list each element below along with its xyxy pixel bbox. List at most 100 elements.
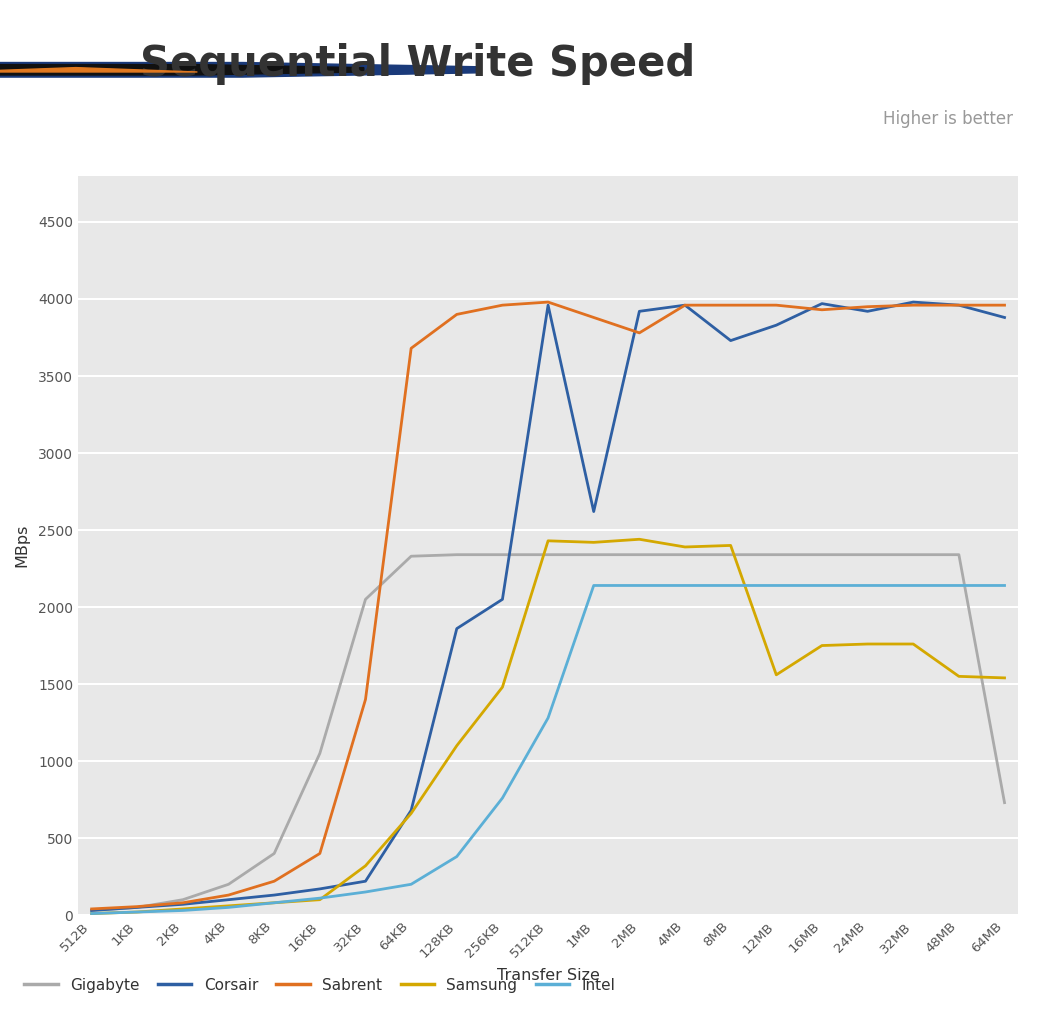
- Corsair: [451, 622, 463, 635]
- Sabrent: [907, 299, 920, 311]
- Text: Higher is better: Higher is better: [883, 111, 1013, 128]
- Intel: [131, 906, 143, 918]
- Intel: [177, 905, 189, 917]
- Intel: [953, 579, 965, 591]
- Samsung: [724, 540, 737, 552]
- Intel: [861, 579, 874, 591]
- Samsung: [359, 859, 372, 872]
- Gigabyte: [861, 548, 874, 560]
- Intel: [497, 792, 509, 804]
- Samsung: [405, 808, 418, 820]
- Corsair: [770, 318, 782, 331]
- Gigabyte: [678, 548, 691, 560]
- Intel: [85, 908, 98, 920]
- Gigabyte: [405, 550, 418, 562]
- Samsung: [770, 669, 782, 681]
- Samsung: [451, 739, 463, 752]
- Samsung: [497, 681, 509, 694]
- Gigabyte: [816, 548, 828, 560]
- Intel: [816, 579, 828, 591]
- Corsair: [953, 299, 965, 311]
- Sabrent: [633, 327, 645, 339]
- Sabrent: [587, 311, 600, 324]
- Gigabyte: [497, 548, 509, 560]
- Gigabyte: [998, 796, 1011, 809]
- Sabrent: [314, 847, 326, 859]
- Gigabyte: [907, 548, 920, 560]
- Corsair: [678, 299, 691, 311]
- Text: Sequential Write Speed: Sequential Write Speed: [140, 43, 695, 85]
- Sabrent: [359, 693, 372, 705]
- Sabrent: [85, 903, 98, 915]
- Sabrent: [268, 875, 281, 887]
- Intel: [633, 579, 645, 591]
- Intel: [359, 886, 372, 899]
- Samsung: [542, 535, 555, 547]
- Samsung: [268, 896, 281, 909]
- Intel: [314, 892, 326, 905]
- Samsung: [85, 908, 98, 920]
- Line: Corsair: Corsair: [91, 302, 1005, 911]
- Samsung: [678, 541, 691, 553]
- Intel: [587, 579, 600, 591]
- Gigabyte: [542, 548, 555, 560]
- Sabrent: [816, 304, 828, 316]
- Samsung: [816, 639, 828, 651]
- Sabrent: [724, 299, 737, 311]
- Corsair: [587, 506, 600, 518]
- Gigabyte: [451, 548, 463, 560]
- Corsair: [907, 296, 920, 308]
- Gigabyte: [359, 594, 372, 606]
- Intel: [405, 878, 418, 890]
- Legend: Gigabyte, Corsair, Sabrent, Samsung, Intel: Gigabyte, Corsair, Sabrent, Samsung, Int…: [18, 972, 621, 999]
- Samsung: [953, 670, 965, 682]
- Gigabyte: [222, 878, 235, 890]
- Sabrent: [405, 342, 418, 355]
- Samsung: [998, 672, 1011, 685]
- Gigabyte: [724, 548, 737, 560]
- Corsair: [724, 334, 737, 346]
- Corsair: [998, 311, 1011, 324]
- Line: Intel: Intel: [91, 585, 1005, 914]
- Intel: [542, 711, 555, 724]
- Corsair: [816, 298, 828, 310]
- Corsair: [131, 902, 143, 914]
- Intel: [770, 579, 782, 591]
- Corsair: [222, 893, 235, 906]
- Corsair: [633, 305, 645, 317]
- Sabrent: [177, 896, 189, 909]
- Gigabyte: [314, 748, 326, 760]
- X-axis label: Transfer Size: Transfer Size: [497, 968, 600, 983]
- Samsung: [222, 900, 235, 912]
- Corsair: [861, 305, 874, 317]
- Corsair: [542, 299, 555, 311]
- Gigabyte: [131, 902, 143, 914]
- Samsung: [131, 906, 143, 918]
- Intel: [724, 579, 737, 591]
- Sabrent: [953, 299, 965, 311]
- Samsung: [633, 534, 645, 546]
- Polygon shape: [0, 62, 479, 78]
- Gigabyte: [770, 548, 782, 560]
- Line: Gigabyte: Gigabyte: [91, 554, 1005, 911]
- Y-axis label: MBps: MBps: [15, 524, 29, 567]
- Intel: [678, 579, 691, 591]
- Corsair: [85, 905, 98, 917]
- Corsair: [497, 594, 509, 606]
- Gigabyte: [268, 847, 281, 859]
- Sabrent: [451, 308, 463, 321]
- Gigabyte: [587, 548, 600, 560]
- Intel: [907, 579, 920, 591]
- Corsair: [359, 875, 372, 887]
- Intel: [268, 896, 281, 909]
- Sabrent: [678, 299, 691, 311]
- Sabrent: [861, 301, 874, 313]
- Polygon shape: [0, 64, 364, 75]
- Sabrent: [131, 901, 143, 913]
- Gigabyte: [633, 548, 645, 560]
- Gigabyte: [177, 893, 189, 906]
- Sabrent: [497, 299, 509, 311]
- Gigabyte: [85, 905, 98, 917]
- Intel: [222, 902, 235, 914]
- Sabrent: [998, 299, 1011, 311]
